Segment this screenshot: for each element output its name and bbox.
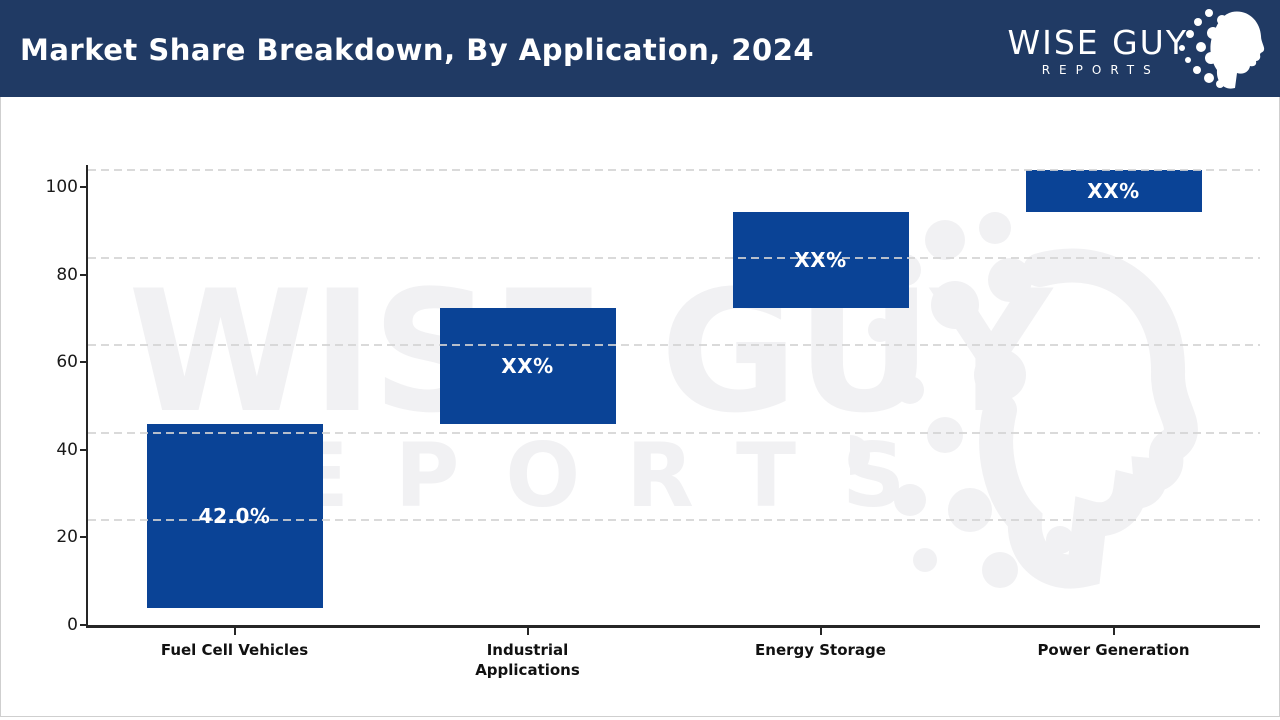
brand-logo-text: WISE GUY REPORTS bbox=[1007, 23, 1188, 77]
y-tick-mark bbox=[80, 273, 87, 276]
x-tick-mark bbox=[819, 628, 822, 635]
y-tick-mark bbox=[80, 448, 87, 451]
y-tick-mark bbox=[80, 361, 87, 364]
x-category-label-line: Energy Storage bbox=[755, 641, 886, 659]
x-category-label-line: Fuel Cell Vehicles bbox=[160, 641, 309, 659]
gridline bbox=[88, 256, 1260, 259]
bar-segment bbox=[439, 307, 616, 425]
brand-face-icon bbox=[1179, 9, 1265, 89]
bar-segment bbox=[732, 211, 909, 308]
x-tick-mark bbox=[526, 628, 529, 635]
y-tick-mark bbox=[80, 186, 87, 188]
bar-value-label: XX% bbox=[1087, 178, 1140, 203]
y-tick-label: 60 bbox=[56, 352, 78, 373]
y-tick-label: 20 bbox=[56, 527, 78, 548]
watermark-face-icon bbox=[850, 212, 1198, 589]
x-category-label: Fuel Cell Vehicles bbox=[88, 640, 381, 660]
card-border-left bbox=[0, 97, 1, 717]
bar-segment bbox=[1025, 170, 1202, 212]
header-bar: Market Share Breakdown, By Application, … bbox=[0, 0, 1280, 97]
page-title: Market Share Breakdown, By Application, … bbox=[20, 33, 815, 67]
bar-value-label: XX% bbox=[794, 247, 847, 272]
x-category-label-line: Power Generation bbox=[1037, 641, 1190, 659]
y-tick-label: 100 bbox=[45, 177, 78, 197]
plot-area: 42.0% XX% XX% XX% bbox=[88, 169, 1260, 625]
y-tick-mark bbox=[80, 536, 87, 539]
bar-value-label: XX% bbox=[501, 354, 554, 379]
x-category-label-line: Industrial bbox=[486, 641, 569, 659]
brand-logo: WISE GUY REPORTS bbox=[1007, 6, 1266, 94]
brand-logo-subtitle: REPORTS bbox=[1041, 63, 1160, 77]
gridline bbox=[88, 519, 1260, 522]
y-tick-mark bbox=[80, 624, 87, 626]
gridline bbox=[88, 169, 1260, 171]
x-category-label: Energy Storage bbox=[674, 640, 967, 660]
y-tick-label: 0 bbox=[67, 615, 78, 635]
x-category-label: Industrial Applications bbox=[381, 640, 674, 680]
y-axis-line bbox=[86, 165, 88, 628]
x-tick-mark bbox=[233, 628, 236, 635]
gridline bbox=[88, 431, 1260, 434]
x-tick-mark bbox=[1112, 628, 1115, 635]
x-category-label-line: Applications bbox=[475, 661, 580, 679]
bar-segment bbox=[146, 424, 323, 608]
y-tick-label: 40 bbox=[56, 439, 78, 460]
card-border-bottom bbox=[0, 716, 1280, 717]
x-category-label: Power Generation bbox=[967, 640, 1260, 660]
brand-logo-name: WISE GUY bbox=[1007, 23, 1188, 62]
x-axis-line bbox=[86, 625, 1260, 628]
bar-value-label: 42.0% bbox=[198, 504, 271, 529]
y-tick-label: 80 bbox=[56, 264, 78, 285]
gridline bbox=[88, 344, 1260, 347]
